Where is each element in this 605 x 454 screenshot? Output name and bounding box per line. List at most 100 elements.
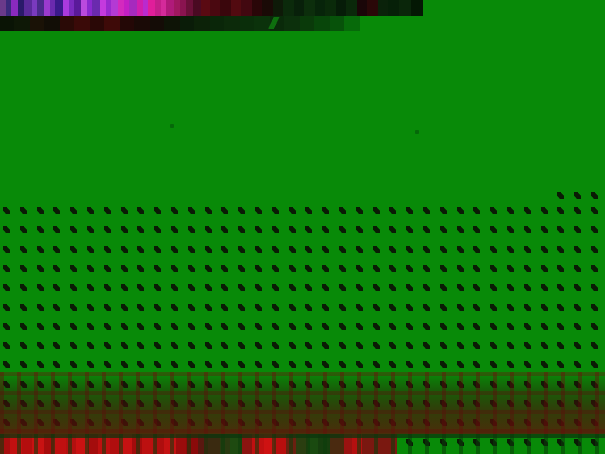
dash-r6-c24	[406, 322, 414, 330]
dash-r2-c31	[523, 245, 531, 253]
dash-r8-c6	[103, 361, 111, 369]
dash-r3-c5	[87, 264, 94, 272]
dash-r0-c34	[574, 207, 582, 214]
dash-r6-c21	[355, 322, 363, 330]
dash-r9-c13	[221, 380, 229, 388]
dash-r10-c34	[574, 400, 582, 407]
dash-r0-c11	[187, 207, 195, 214]
dash-r4-c30	[507, 284, 514, 292]
green-field-speck-0	[170, 124, 174, 128]
dash-r0-c6	[103, 207, 111, 214]
dark-cell-0	[0, 16, 14, 31]
noise-cell-48	[367, 0, 378, 16]
dash-r1-c8	[137, 226, 145, 234]
dash-r5-c17	[288, 303, 296, 311]
dash-r10-c18	[305, 400, 313, 407]
dash-r4-c27	[456, 284, 464, 292]
dash-r9-c0	[3, 380, 10, 388]
red-cell-21	[230, 434, 242, 454]
dash-r3-c24	[406, 264, 414, 272]
dark-cell-7	[104, 16, 120, 31]
noise-cell-25	[155, 0, 161, 16]
dash-r2-c17	[288, 245, 296, 253]
dash-r8-c2	[36, 361, 44, 369]
dash-r9-c16	[271, 380, 279, 388]
dash-r11-c27	[456, 419, 464, 427]
dash-r1-c25	[423, 226, 430, 234]
dash-r2-c1	[19, 245, 27, 253]
dash-r7-c35	[591, 342, 598, 350]
dark-cell-15	[224, 16, 240, 31]
dash-r10-c32	[540, 400, 548, 407]
dash-r5-c7	[120, 303, 128, 311]
dash-r1-c18	[305, 226, 313, 234]
dash-r8-c35	[591, 361, 598, 369]
dash-r0-c3	[53, 207, 61, 214]
dash-r0-c30	[507, 207, 514, 214]
dash-r5-c10	[171, 303, 178, 311]
dash-r5-c2	[36, 303, 44, 311]
dash-r10-c8	[137, 400, 145, 407]
dash-r4-c12	[204, 284, 212, 292]
dash-r4-c15	[255, 284, 262, 292]
dash-r3-c25	[423, 264, 430, 272]
dash-r3-c33	[557, 264, 565, 272]
dash-r2-c6	[103, 245, 111, 253]
dash-r8-c10	[171, 361, 178, 369]
dash-r4-c10	[171, 284, 178, 292]
dash-r2-c13	[221, 245, 229, 253]
dash-r2-c11	[187, 245, 195, 253]
dash-r2-c3	[53, 245, 61, 253]
red-cell-9	[98, 434, 110, 454]
red-cell-33	[362, 434, 397, 454]
dash-r1-c30	[507, 226, 514, 234]
dash-r0-c13	[221, 207, 229, 214]
dash-r5-c9	[154, 303, 162, 311]
dash-r5-c33	[557, 303, 565, 311]
dash-r7-c7	[120, 342, 128, 350]
noise-cell-34	[220, 0, 231, 16]
dash-r10-c29	[490, 400, 498, 407]
dash-r9-c25	[423, 380, 430, 388]
dash-r9-c30	[507, 380, 514, 388]
dash-r4-c24	[406, 284, 414, 292]
dash-r7-c19	[322, 342, 330, 350]
noise-cell-20	[124, 0, 129, 16]
red-cell-24	[264, 434, 274, 454]
red-cell-3	[32, 434, 44, 454]
dash-r1-c16	[271, 226, 279, 234]
dash-r2-c22	[372, 245, 380, 253]
dash-r10-c0	[3, 400, 10, 407]
dash-r8-c15	[255, 361, 262, 369]
dash-r7-c34	[574, 342, 582, 350]
dash-r8-c11	[187, 361, 195, 369]
dash-r4-c4	[70, 284, 78, 292]
noise-cell-33	[210, 0, 220, 16]
dash-r9-c26	[439, 380, 447, 388]
dash-r2-c19	[322, 245, 330, 253]
dash-r6-c5	[87, 322, 94, 330]
dash-r7-c31	[523, 342, 531, 350]
noise-cell-4	[24, 0, 32, 16]
noise-cell-39	[273, 0, 283, 16]
dash-r1-c29	[490, 226, 498, 234]
dash-r2-c16	[271, 245, 279, 253]
dash-r5-c28	[473, 303, 481, 311]
dash-partial-c35	[591, 192, 598, 199]
dash-r10-c17	[288, 400, 296, 407]
dash-r8-c17	[288, 361, 296, 369]
noise-cell-18	[111, 0, 118, 16]
dark-cell-20	[300, 16, 314, 31]
dash-r0-c32	[540, 207, 548, 214]
dash-r8-c16	[271, 361, 279, 369]
dash-r7-c17	[288, 342, 296, 350]
dash-r7-c4	[70, 342, 78, 350]
dash-r11-c5	[87, 419, 94, 427]
dash-r9-c14	[238, 380, 246, 388]
dash-r10-c33	[557, 400, 565, 407]
dash-r5-c4	[70, 303, 78, 311]
dash-r7-c28	[473, 342, 481, 350]
dash-r3-c20	[339, 264, 346, 272]
dash-r8-c18	[305, 361, 313, 369]
dash-r11-c7	[120, 419, 128, 427]
